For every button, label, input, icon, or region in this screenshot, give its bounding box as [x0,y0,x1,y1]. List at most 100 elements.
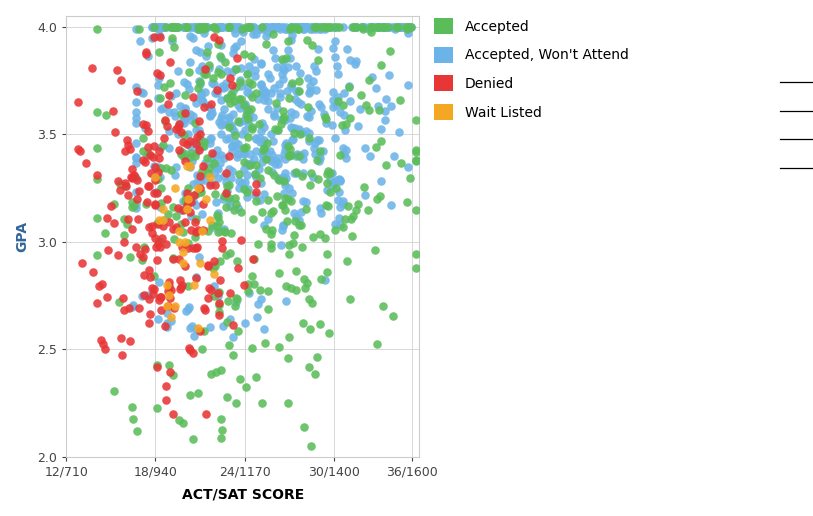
Point [174,219,187,228]
Point [355,23,368,31]
Point [376,302,389,311]
Point [189,46,202,54]
Point [189,99,202,107]
Point [306,40,319,49]
Point [178,237,191,246]
Point [272,343,285,351]
Point [152,93,165,102]
Point [267,23,280,31]
Point [364,28,377,36]
Point [189,23,202,31]
Point [321,23,334,31]
Point [250,135,263,143]
Point [139,48,152,56]
Point [259,23,272,31]
Point [132,215,145,223]
Point [227,44,240,52]
Point [224,229,237,237]
Point [344,96,357,105]
Point [122,304,135,312]
Point [195,167,208,175]
Point [366,23,379,31]
Point [232,264,245,272]
Point [157,141,170,150]
Point [154,71,167,79]
Point [320,115,333,123]
Point [261,69,274,77]
Point [310,86,323,94]
Point [285,25,298,33]
Point [148,201,161,209]
Point [282,333,295,341]
Point [374,176,387,185]
Point [314,319,327,328]
Point [220,178,233,186]
Point [148,142,161,150]
Point [285,123,298,131]
Point [258,136,271,144]
Point [319,276,332,284]
Point [148,23,161,31]
Point [295,23,308,31]
Point [296,197,309,205]
Point [219,83,232,91]
Point [246,23,259,31]
Point [279,206,292,214]
Point [283,25,296,33]
Point [220,202,233,211]
Point [249,373,262,381]
Point [203,173,216,181]
Point [177,78,190,86]
Point [193,25,206,33]
Point [262,196,275,204]
Point [254,295,267,303]
Point [245,159,258,168]
Point [202,61,215,69]
Point [328,220,341,228]
Point [285,197,298,205]
Point [182,195,195,203]
Point [298,23,311,31]
Point [254,138,267,146]
Point [200,23,213,31]
Point [189,140,202,148]
Point [222,23,235,31]
Point [399,23,412,31]
Point [210,25,223,33]
Point [172,23,185,31]
Point [307,77,320,85]
Point [304,442,317,450]
Point [276,222,289,230]
Point [281,45,294,54]
Point [276,176,289,185]
Point [153,237,166,246]
Point [167,254,180,263]
Point [241,105,254,114]
Point [207,223,220,231]
Point [384,47,397,56]
Point [149,173,162,181]
Point [269,99,282,107]
Point [111,66,124,74]
Point [181,184,194,192]
Point [297,23,310,31]
Point [193,126,206,134]
Point [207,270,220,278]
Point [239,103,252,111]
Point [175,127,188,136]
Point [240,188,253,196]
Point [350,57,363,65]
Point [250,188,263,196]
Point [225,142,238,151]
Point [178,91,191,99]
Point [129,83,142,91]
Point [305,23,318,31]
Point [159,117,172,125]
Point [160,322,173,331]
Point [198,23,211,31]
Point [378,23,391,31]
Point [241,160,254,168]
Point [266,23,279,31]
Y-axis label: GPA: GPA [15,221,29,252]
Point [303,89,316,97]
